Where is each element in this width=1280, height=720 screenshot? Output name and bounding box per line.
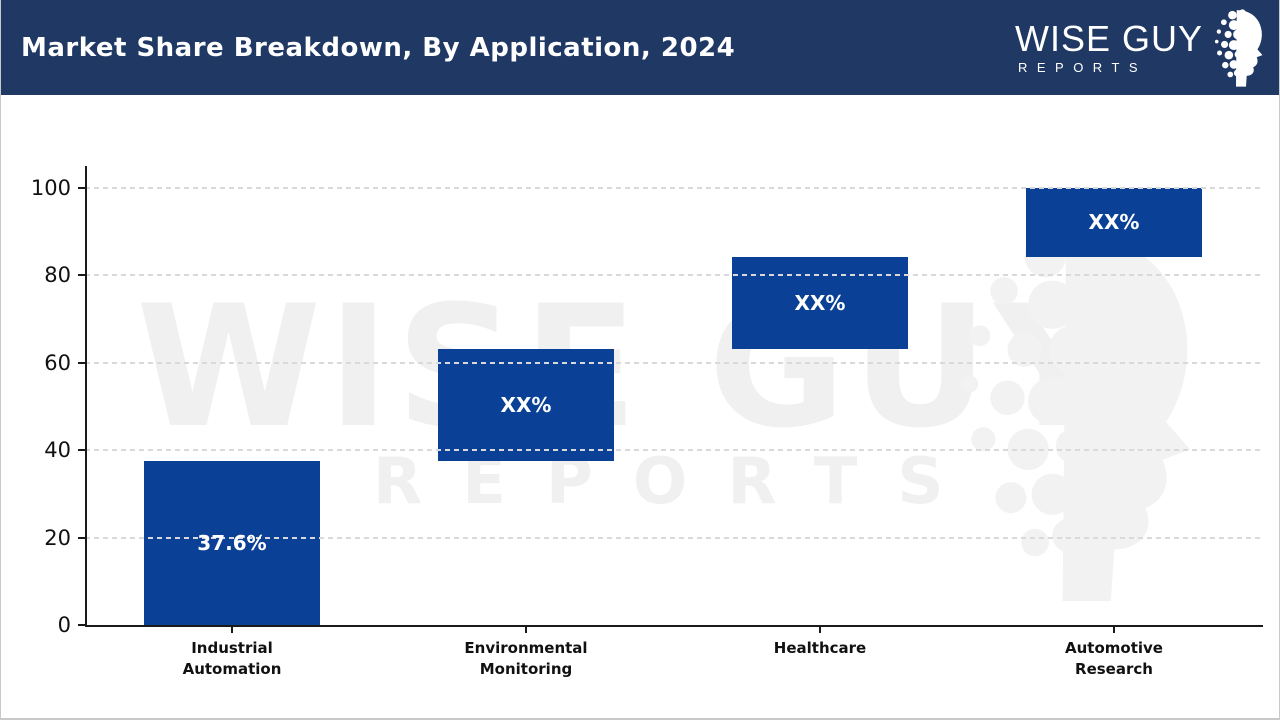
bar: [438, 349, 614, 461]
y-axis-tick-label: 80: [44, 263, 71, 287]
brand-subtitle: REPORTS: [1017, 59, 1148, 75]
bar-value-label: XX%: [794, 291, 846, 315]
brand-text: WISE GUY REPORTS: [1014, 17, 1203, 75]
page-title: Market Share Breakdown, By Application, …: [21, 32, 736, 63]
y-axis-line: [85, 166, 87, 627]
brand-name: WISE GUY: [1014, 17, 1203, 59]
y-axis-tick: [78, 536, 85, 539]
gridline: [85, 536, 1263, 539]
y-axis-tick: [78, 624, 85, 626]
watermark-text-line2: REPORTS: [373, 445, 984, 519]
gridline: [85, 274, 1263, 276]
brand-logo: WISE GUY REPORTS: [1015, 0, 1267, 95]
x-axis-label: Industrial Automation: [182, 639, 282, 678]
x-axis-label: Automotive Research: [1065, 639, 1163, 678]
header: Market Share Breakdown, By Application, …: [1, 0, 1279, 95]
x-axis-tick: [525, 627, 527, 633]
bar: [732, 256, 908, 350]
y-axis-tick: [78, 274, 85, 276]
y-axis-tick-label: 60: [44, 350, 71, 375]
x-axis-tick: [1113, 627, 1115, 633]
bar: [144, 460, 320, 625]
y-axis-tick-label: 20: [44, 525, 71, 550]
x-axis-label: Healthcare: [773, 639, 867, 657]
bar: [1026, 187, 1202, 257]
y-axis-tick: [78, 449, 85, 451]
gridline: [85, 361, 1263, 364]
bar-value-label: 37.6%: [197, 530, 267, 555]
gridline: [85, 449, 1263, 451]
x-axis-label: Environmental Monitoring: [464, 639, 588, 678]
y-axis-tick: [78, 186, 85, 189]
watermark-text-line1: WISE GUY: [136, 269, 1123, 465]
gridline: [85, 186, 1263, 189]
wiseguy-head-icon: [1214, 8, 1263, 87]
x-axis-tick: [231, 627, 233, 633]
y-axis-tick-label: 100: [30, 175, 71, 200]
y-axis-tick-label: 0: [57, 613, 71, 637]
bar-value-label: XX%: [500, 392, 552, 417]
x-axis-line: [85, 625, 1263, 627]
x-axis-tick: [819, 627, 821, 633]
y-axis-tick: [78, 361, 85, 364]
bar-value-label: XX%: [1088, 210, 1140, 235]
y-axis-tick-label: 40: [44, 438, 71, 462]
